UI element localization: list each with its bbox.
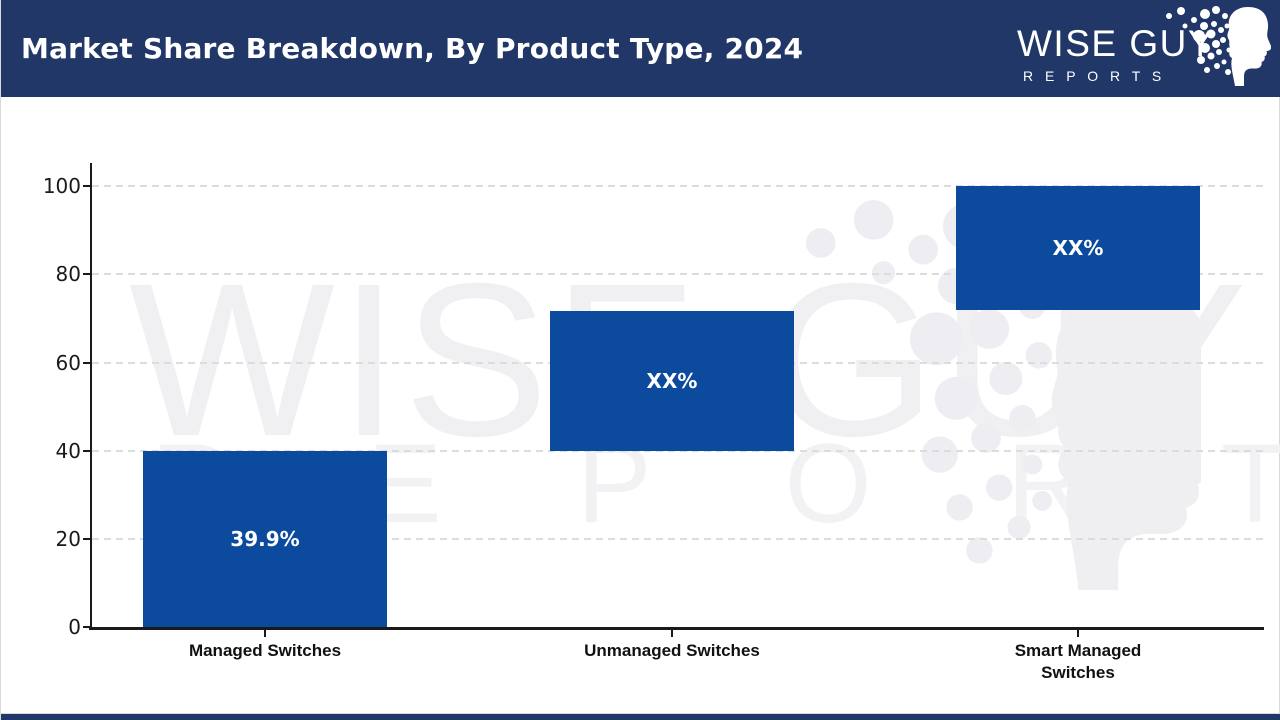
y-axis [90, 163, 92, 629]
wise-guy-reports-logo: WISE GUY R E P O R T S [1017, 6, 1271, 86]
y-tick-60 [83, 361, 90, 364]
y-tick-label-40: 40 [55, 438, 81, 463]
x-tick-smart-managed-switches [1077, 630, 1079, 637]
y-tick-0 [83, 626, 90, 628]
footer-bar [1, 714, 1280, 720]
x-axis [89, 627, 1264, 630]
gridline-100 [92, 185, 1264, 188]
x-axis-label-unmanaged-switches: Unmanaged Switches [584, 641, 760, 660]
bar-unmanaged-switches [550, 310, 794, 452]
bar-managed-switches [143, 451, 387, 627]
y-tick-label-0: 0 [68, 615, 81, 639]
y-tick-label-20: 20 [55, 526, 81, 551]
gridline-20 [92, 537, 1264, 540]
x-tick-managed-switches [264, 630, 266, 637]
logo-face-icon [1227, 7, 1271, 86]
y-tick-label-60: 60 [55, 350, 81, 375]
y-tick-label-80: 80 [55, 262, 81, 287]
x-axis-label-managed-switches: Managed Switches [188, 641, 342, 660]
logo-dots [1166, 6, 1232, 75]
y-tick-100 [83, 185, 90, 188]
gridline-80 [92, 273, 1264, 276]
logo-wordmark: WISE GUY [1017, 23, 1214, 64]
bar-value-label-managed-switches: 39.9% [230, 527, 300, 552]
y-tick-20 [83, 537, 90, 540]
page-title: Market Share Breakdown, By Product Type,… [21, 32, 804, 65]
x-tick-unmanaged-switches [671, 630, 673, 637]
footer-divider [1, 713, 1280, 714]
y-tick-label-100: 100 [42, 174, 81, 199]
y-tick-40 [83, 449, 90, 452]
bar-value-label-unmanaged-switches: XX% [646, 368, 698, 393]
header-bar: Market Share Breakdown, By Product Type,… [1, 0, 1280, 97]
bar-smart-managed-switches [956, 186, 1200, 311]
x-axis-label-smart-managed-switches: Smart Managed Switches [1014, 641, 1142, 682]
logo-reports-text: R E P O R T S [1023, 68, 1165, 84]
y-tick-80 [83, 273, 90, 276]
bar-value-label-smart-managed-switches: XX% [1052, 236, 1104, 261]
